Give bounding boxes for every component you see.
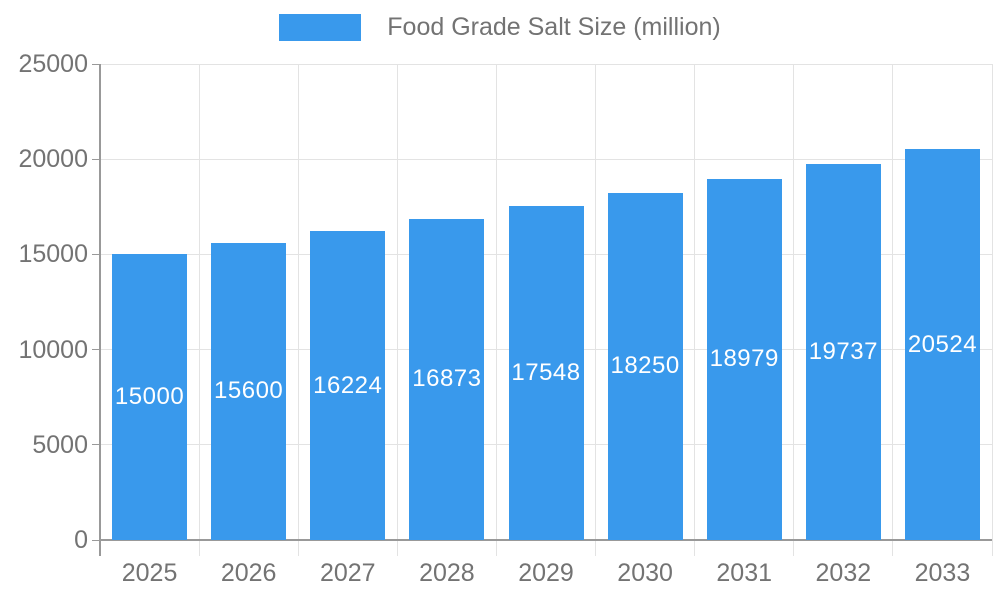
bar-2032[interactable]: 19737 — [805, 164, 881, 540]
y-tick-label: 10000 — [18, 335, 88, 364]
x-axis-tick — [793, 540, 795, 556]
x-tick-label: 2032 — [815, 559, 872, 587]
x-tick-label: 2025 — [121, 559, 178, 587]
y-axis-tick — [92, 349, 100, 351]
x-axis-tick — [892, 540, 894, 556]
x-tick-label: 2029 — [518, 559, 574, 587]
x-axis-tick — [297, 540, 299, 556]
x-tick-label: 2027 — [319, 559, 376, 587]
x-axis-line — [100, 539, 992, 541]
x-tick-label: 2031 — [716, 559, 773, 587]
gridline-vertical — [595, 64, 597, 540]
x-axis-tick — [495, 540, 497, 556]
gridline-vertical — [198, 64, 200, 540]
bar-2025[interactable]: 15000 — [112, 254, 188, 540]
x-axis-tick — [595, 540, 597, 556]
x-tick-label: 2028 — [419, 559, 475, 587]
bar-2030[interactable]: 18250 — [607, 192, 683, 540]
bar-value-label: 18979 — [709, 345, 779, 373]
bar-value-label: 20524 — [907, 330, 978, 358]
bar-2027[interactable]: 16224 — [310, 231, 386, 540]
y-axis-tick — [92, 253, 100, 255]
legend-swatch — [279, 14, 362, 41]
y-tick-label: 25000 — [18, 50, 88, 78]
bar-2028[interactable]: 16873 — [409, 218, 485, 540]
gridline-vertical — [991, 64, 993, 540]
x-axis-tick — [694, 540, 696, 556]
y-axis-line — [99, 64, 101, 556]
x-axis-tick — [396, 540, 398, 556]
bar-2031[interactable]: 18979 — [706, 178, 782, 540]
gridline-vertical — [892, 64, 894, 540]
y-tick-label: 20000 — [18, 145, 88, 174]
bar-value-label: 16224 — [313, 371, 383, 399]
y-axis-tick — [92, 539, 100, 541]
y-axis-tick — [92, 63, 100, 65]
x-axis-tick — [991, 540, 993, 556]
x-tick-label: 2026 — [220, 559, 277, 587]
bar-value-label: 16873 — [412, 365, 482, 393]
bar-2026[interactable]: 15600 — [211, 242, 287, 540]
y-axis-tick — [92, 158, 100, 160]
gridline-horizontal — [100, 63, 992, 65]
bar-value-label: 17548 — [511, 358, 581, 386]
bar-value-label: 19737 — [808, 338, 878, 366]
legend[interactable]: Food Grade Salt Size (million) — [0, 14, 1000, 41]
gridline-vertical — [793, 64, 795, 540]
bar-value-label: 15600 — [214, 377, 284, 405]
y-axis-tick — [92, 444, 100, 446]
y-tick-label: 15000 — [18, 240, 88, 269]
bar-2033[interactable]: 20524 — [904, 149, 980, 540]
gridline-vertical — [297, 64, 299, 540]
gridline-horizontal — [100, 158, 992, 160]
bar-2029[interactable]: 17548 — [508, 205, 584, 540]
x-axis-tick — [198, 540, 200, 556]
bar-value-label: 18250 — [610, 352, 680, 380]
legend-label: Food Grade Salt Size (million) — [387, 13, 721, 41]
gridline-vertical — [396, 64, 398, 540]
x-tick-label: 2033 — [914, 559, 971, 587]
bar-value-label: 15000 — [114, 383, 185, 411]
gridline-vertical — [495, 64, 497, 540]
y-tick-label: 5000 — [32, 430, 88, 459]
gridline-vertical — [694, 64, 696, 540]
y-tick-label: 0 — [74, 526, 88, 554]
x-tick-label: 2030 — [617, 559, 673, 587]
